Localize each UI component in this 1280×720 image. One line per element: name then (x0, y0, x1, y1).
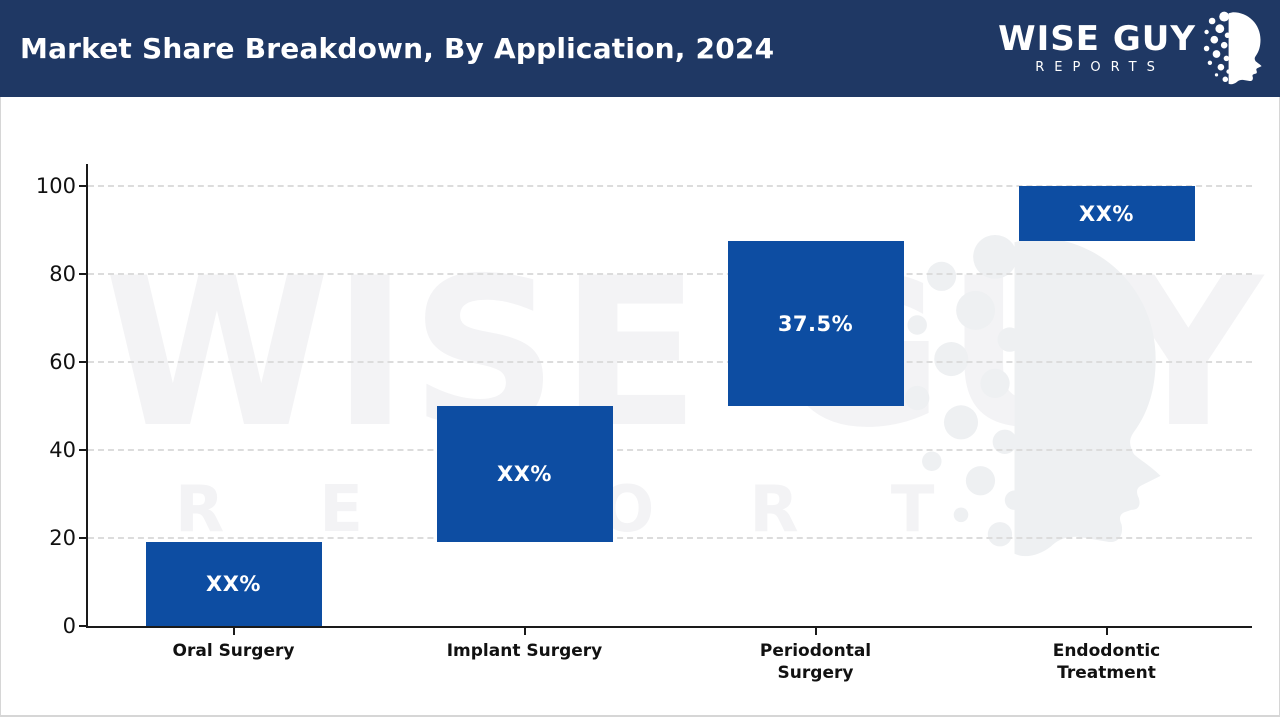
ytick-mark-0 (79, 625, 87, 627)
ytick-mark-60 (79, 361, 87, 363)
header-bar: Market Share Breakdown, By Application, … (0, 0, 1280, 97)
ytick-label-80: 80 (49, 262, 76, 286)
xtick-mark-0 (232, 628, 235, 635)
bar-endodontic-treatment: XX% (1018, 186, 1195, 241)
chart-title: Market Share Breakdown, By Application, … (20, 32, 775, 65)
gridline-y100 (88, 185, 1252, 187)
xtick-label-line: Treatment (1057, 663, 1156, 683)
brand-subtitle: REPORTS (1035, 60, 1165, 75)
brand-name: WISE GUY (998, 19, 1196, 59)
ytick-label-40: 40 (49, 438, 76, 462)
gridline-y60 (88, 361, 1252, 363)
y-axis-line (86, 164, 88, 628)
brand-logo: WISE GUY REPORTS (998, 0, 1266, 97)
xtick-label-2: Periodontal Surgery (706, 640, 926, 684)
ytick-label-20: 20 (49, 526, 76, 550)
bar-periodontal-surgery: 37.5% (727, 241, 904, 406)
bar-value-label: 37.5% (777, 311, 854, 336)
ytick-mark-40 (79, 449, 87, 451)
xtick-label-0: Oral Surgery (124, 640, 344, 662)
bar-value-label: XX% (206, 572, 261, 597)
gridline-y80 (88, 273, 1252, 275)
xtick-mark-2 (814, 628, 817, 635)
ytick-mark-100 (79, 185, 87, 187)
x-axis-line (86, 626, 1252, 628)
xtick-label-line: Endodontic (1052, 641, 1161, 661)
bar-value-label: XX% (1079, 201, 1134, 226)
xtick-label-line: Oral Surgery (172, 641, 295, 661)
bar-value-label: XX% (497, 462, 552, 487)
ytick-mark-80 (79, 273, 87, 275)
ytick-label-100: 100 (35, 174, 76, 198)
gridline-y20 (88, 537, 1252, 539)
brand-logo-text: WISE GUY REPORTS (998, 22, 1196, 75)
brand-face-icon (1200, 10, 1266, 87)
xtick-label-3: Endodontic Treatment (997, 640, 1217, 684)
xtick-label-line: Surgery (777, 663, 854, 683)
xtick-label-1: Implant Surgery (415, 640, 635, 662)
xtick-mark-1 (523, 628, 526, 635)
ytick-label-60: 60 (49, 350, 76, 374)
bar-oral-surgery: XX% (145, 542, 322, 626)
ytick-label-0: 0 (62, 614, 76, 638)
ytick-mark-20 (79, 537, 87, 539)
xtick-label-line: Implant Surgery (446, 641, 603, 661)
xtick-mark-3 (1105, 628, 1108, 635)
watermark-text-reports: REPORTS (175, 473, 1171, 547)
bar-implant-surgery: XX% (436, 406, 613, 543)
gridline-y40 (88, 449, 1252, 451)
xtick-label-line: Periodontal (759, 641, 872, 661)
